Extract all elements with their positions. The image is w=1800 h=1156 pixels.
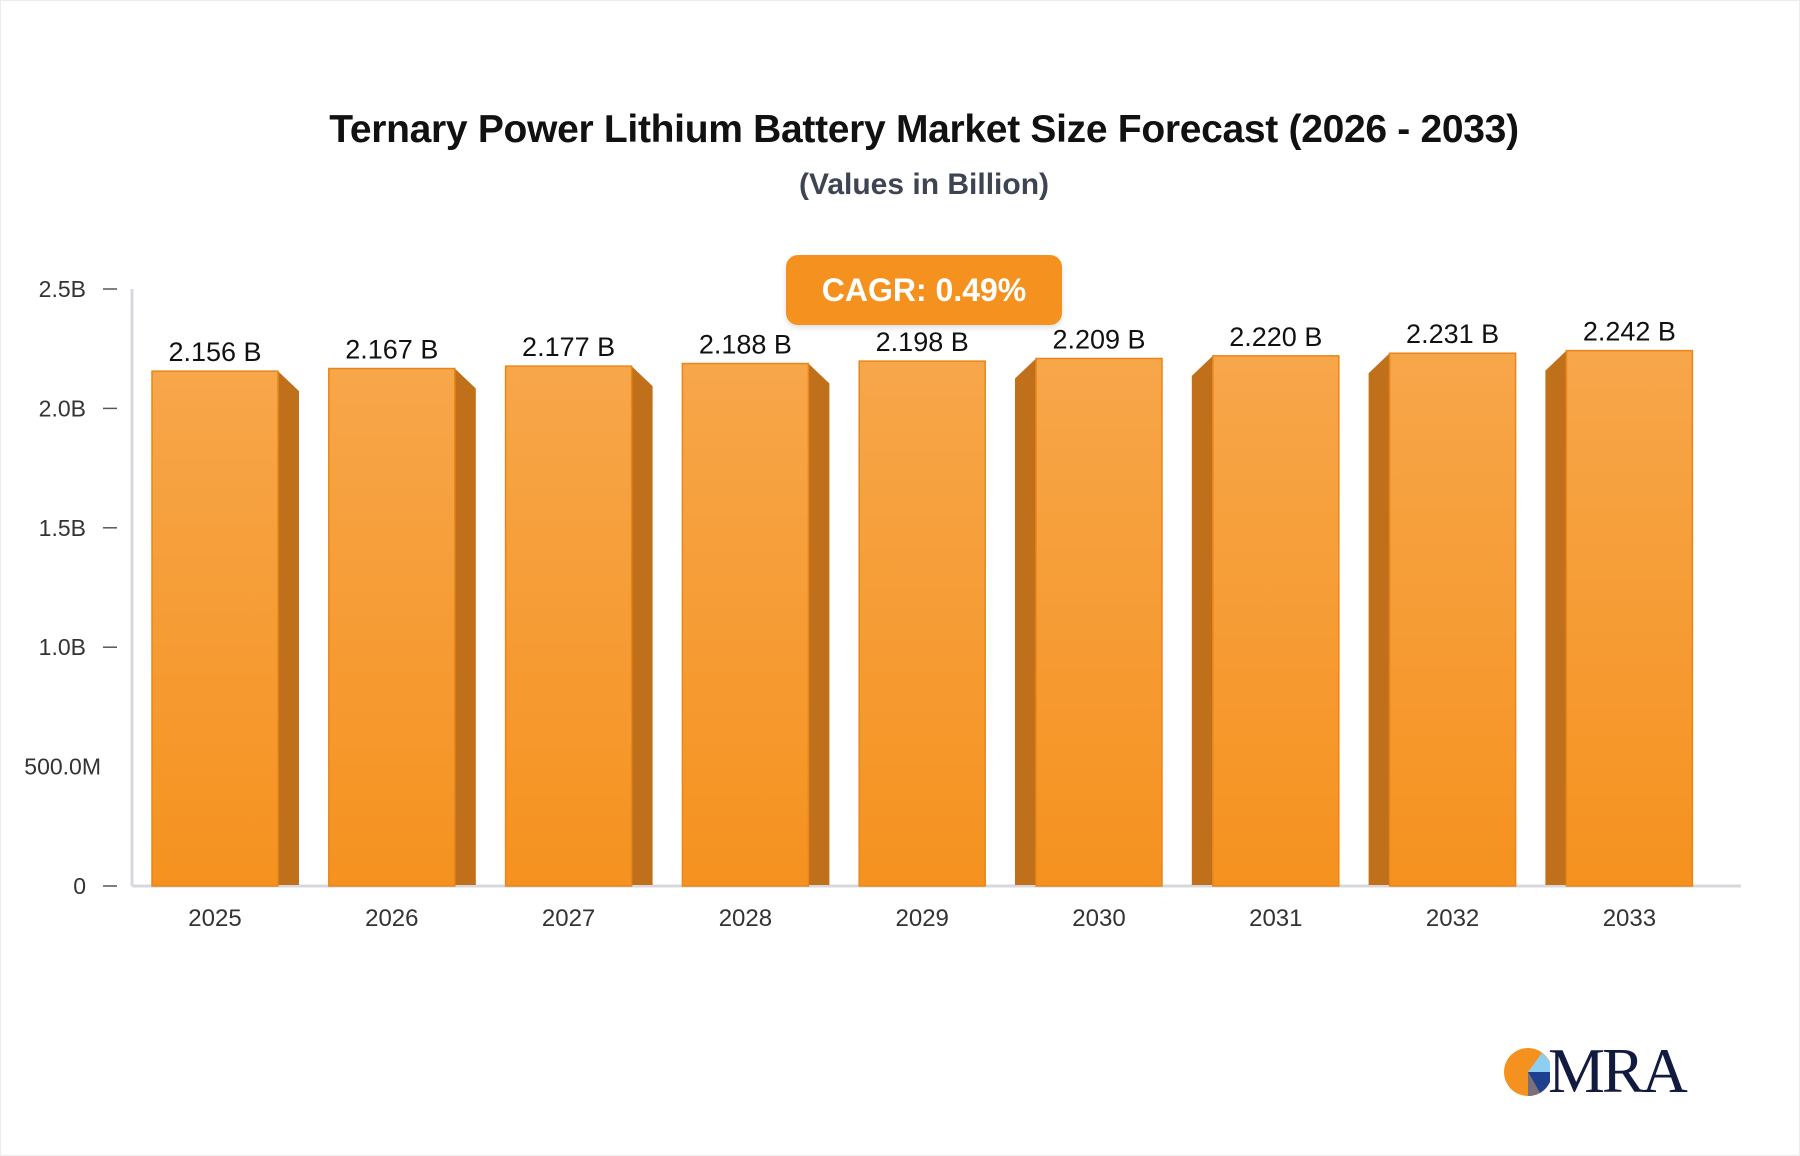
data-label: 2.167 B [345,335,438,365]
bar-side [1015,358,1036,885]
bar-side [1545,350,1567,885]
chart-subtitle: (Values in Billion) [798,168,1050,201]
bar-side [808,363,830,885]
x-tick-label: 2031 [1249,905,1302,932]
bar [1035,357,1163,887]
data-label: 2.209 B [1052,324,1145,354]
cagr-badge: CAGR: 0.49% [786,255,1062,325]
logo-text: MRA [1548,1035,1688,1106]
bar [681,362,810,887]
bar [858,360,986,887]
bar-side [278,371,299,885]
x-tick-label: 2032 [1426,905,1479,932]
data-label: 2.220 B [1229,322,1322,352]
bar [1388,352,1517,887]
y-tick-label: 500.0M [24,754,101,780]
bar-side [454,368,476,885]
bar [151,370,279,887]
x-tick-label: 2030 [1072,905,1125,932]
x-tick-label: 2033 [1603,905,1656,932]
y-tick-label: 1.0B [39,634,86,660]
data-label: 2.156 B [168,337,261,367]
bar-side [1191,355,1213,885]
bar [1212,355,1340,887]
logo-pie-icon [1504,1048,1550,1097]
y-tick-label: 2.0B [39,395,86,421]
data-label: 2.242 B [1583,317,1676,347]
chart-title: Ternary Power Lithium Battery Market Siz… [329,108,1519,151]
mra-logo: MRA [1504,1035,1694,1106]
bar-side [631,366,653,885]
x-tick-label: 2025 [188,905,241,932]
data-label: 2.198 B [876,327,969,357]
bar [328,367,456,887]
x-tick-label: 2027 [542,905,595,932]
y-tick-label: 2.5B [39,276,86,302]
data-label: 2.177 B [522,332,615,362]
data-label: 2.188 B [699,330,792,360]
data-label: 2.231 B [1406,319,1499,349]
y-tick-label: 1.5B [39,515,86,541]
bar-side [1368,353,1390,886]
x-tick-label: 2029 [896,905,949,932]
x-tick-label: 2026 [365,905,418,932]
y-tick-label: 0 [73,873,86,899]
bar [1565,349,1694,887]
bar [504,365,633,887]
x-tick-label: 2028 [719,905,772,932]
